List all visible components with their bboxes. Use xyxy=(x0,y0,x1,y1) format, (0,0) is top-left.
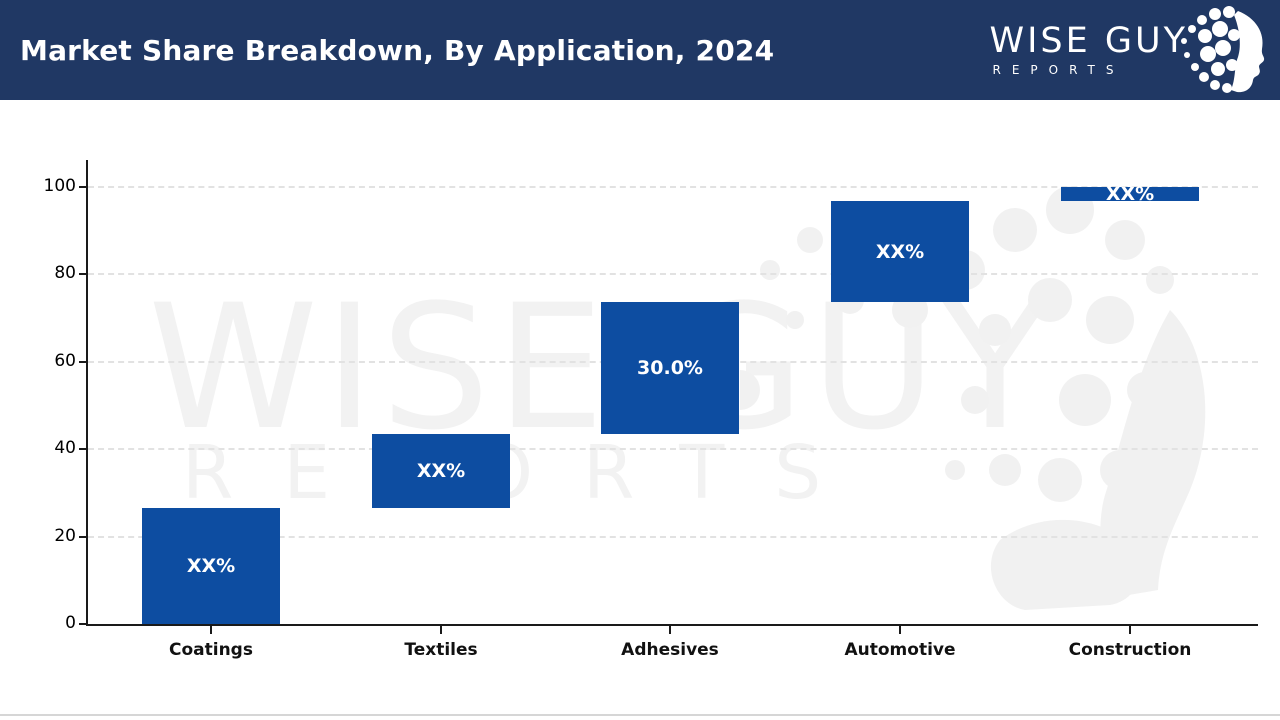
gridline-80 xyxy=(88,273,1258,275)
y-axis-tick-label: 0 xyxy=(65,613,76,633)
y-axis-tick-mark xyxy=(79,185,88,188)
bar-value-label: XX% xyxy=(1105,182,1155,205)
y-axis-tick-label: 100 xyxy=(43,175,76,196)
gridline-100 xyxy=(88,185,1258,188)
bar-value-label: 30.0% xyxy=(637,357,703,380)
bar-value-label: XX% xyxy=(416,459,466,482)
x-axis-tick-mark xyxy=(669,626,671,634)
category-label-adhesives: Adhesives xyxy=(621,640,719,660)
x-axis-tick-mark xyxy=(1129,626,1131,634)
y-axis-line xyxy=(86,160,88,626)
y-axis-tick-mark xyxy=(79,623,88,625)
brand-logo-subtitle: REPORTS xyxy=(992,62,1125,77)
brand-logo: WISE GUY REPORTS xyxy=(989,5,1266,95)
y-axis-tick-mark xyxy=(79,360,88,363)
y-axis-tick-mark xyxy=(79,535,88,538)
y-axis-tick-mark xyxy=(79,448,88,450)
brand-logo-text: WISE GUY REPORTS xyxy=(989,20,1188,77)
gridline-40 xyxy=(88,448,1258,450)
bottom-separator-line xyxy=(0,714,1280,716)
brand-logo-face-icon xyxy=(1181,6,1265,93)
y-axis-tick-label: 60 xyxy=(54,350,76,371)
bar-value-label: XX% xyxy=(875,240,925,263)
bar-value-label: XX% xyxy=(186,555,236,578)
bar-construction: XX% xyxy=(1061,183,1199,205)
header-bar: Market Share Breakdown, By Application, … xyxy=(0,0,1280,100)
y-axis-tick-mark xyxy=(79,273,88,275)
bar-adhesives: 30.0% xyxy=(601,302,739,434)
category-label-construction: Construction xyxy=(1068,640,1192,660)
category-label-automotive: Automotive xyxy=(844,640,956,660)
category-label-textiles: Textiles xyxy=(404,640,478,660)
brand-logo-name: WISE GUY xyxy=(989,20,1188,61)
x-axis-tick-mark xyxy=(899,626,901,634)
bar-automotive: XX% xyxy=(831,200,969,303)
x-axis-tick-mark xyxy=(440,626,442,634)
x-axis-line xyxy=(86,624,1258,626)
chart-title: Market Share Breakdown, By Application, … xyxy=(20,33,775,67)
category-label-coatings: Coatings xyxy=(169,640,253,660)
x-axis-tick-mark xyxy=(210,626,212,634)
bar-coatings: XX% xyxy=(142,508,280,624)
y-axis-tick-label: 80 xyxy=(54,263,76,283)
y-axis-tick-label: 40 xyxy=(54,438,76,458)
y-axis-tick-label: 20 xyxy=(54,525,76,546)
gridline-20 xyxy=(88,535,1258,538)
bar-textiles: XX% xyxy=(372,433,510,509)
